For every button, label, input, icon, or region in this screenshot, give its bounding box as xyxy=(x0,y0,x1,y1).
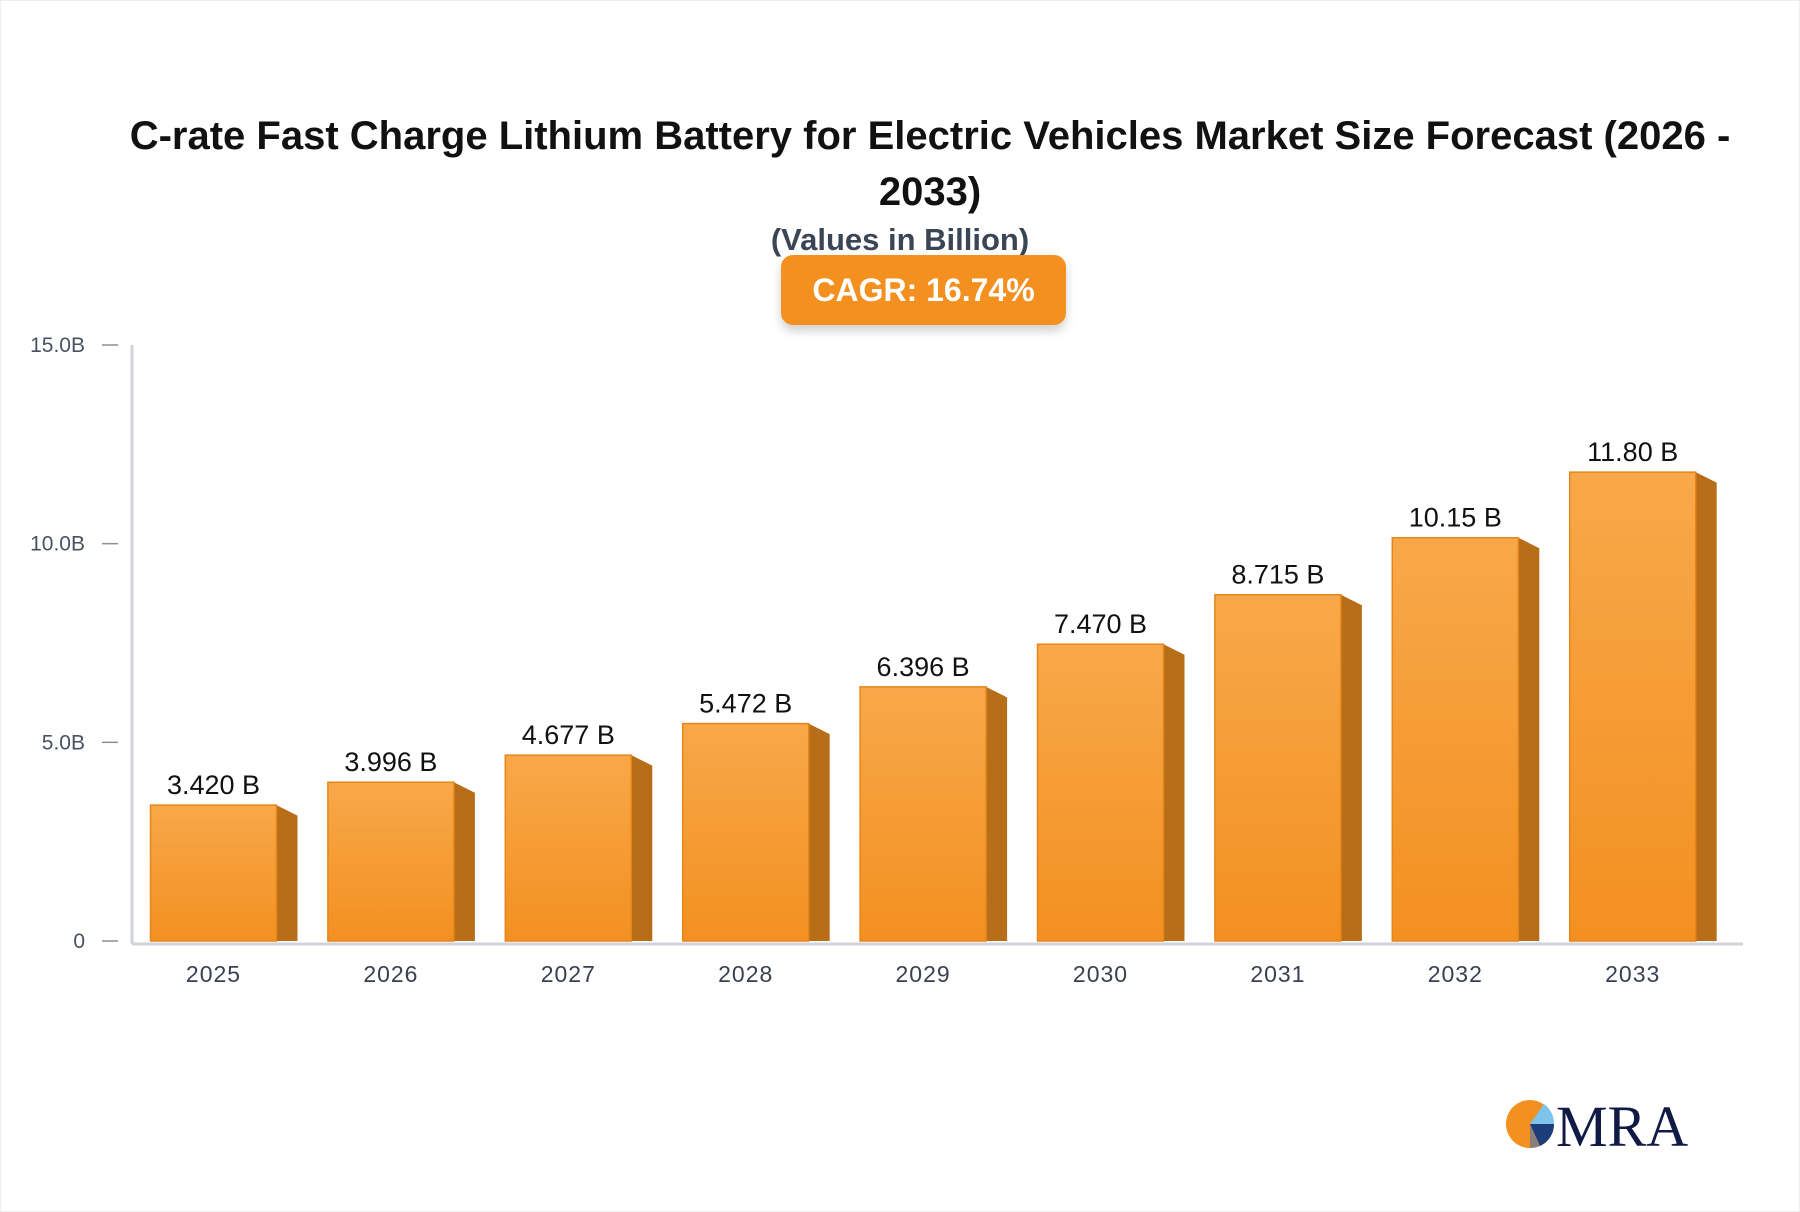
bar xyxy=(1391,536,1520,942)
bar-side xyxy=(631,755,653,941)
mra-logo: MRA xyxy=(1504,1092,1704,1154)
bar xyxy=(1568,471,1697,942)
bar-side xyxy=(986,686,1008,941)
logo-text: MRA xyxy=(1556,1094,1688,1154)
data-label: 3.420 B xyxy=(167,770,260,800)
bar-side xyxy=(453,782,475,941)
chart-title: C-rate Fast Charge Lithium Battery for E… xyxy=(129,114,1731,214)
logo-pie-icon: MRA xyxy=(1506,1094,1688,1154)
bar-side xyxy=(1163,644,1185,941)
data-label: 10.15 B xyxy=(1409,503,1502,533)
data-label: 8.715 B xyxy=(1231,560,1324,590)
cagr-badge: CAGR: 16.74% xyxy=(781,255,1066,325)
x-tick-label: 2032 xyxy=(1428,961,1483,987)
data-label: 6.396 B xyxy=(877,652,970,682)
y-tick-label: 5.0B xyxy=(42,731,85,754)
y-tick-label: 10.0B xyxy=(30,533,85,556)
bar-side xyxy=(808,723,830,941)
data-label: 11.80 B xyxy=(1587,437,1678,467)
x-tick-label: 2033 xyxy=(1605,961,1660,987)
bar xyxy=(1214,593,1342,942)
x-tick-label: 2030 xyxy=(1073,961,1128,987)
bar xyxy=(681,722,810,942)
x-tick-label: 2026 xyxy=(363,961,418,987)
data-label: 5.472 B xyxy=(699,689,792,719)
x-tick-label: 2027 xyxy=(541,961,596,987)
chart-subtitle: (Values in Billion) xyxy=(770,222,1030,257)
data-label: 4.677 B xyxy=(522,720,615,750)
x-tick-label: 2029 xyxy=(896,961,951,987)
bar xyxy=(504,754,633,942)
x-tick-label: 2025 xyxy=(186,961,241,987)
bar-side xyxy=(1695,472,1717,941)
x-tick-label: 2031 xyxy=(1250,961,1305,987)
y-tick-label: 0 xyxy=(73,930,85,953)
bar-side xyxy=(1518,537,1540,941)
bar-side xyxy=(276,805,298,941)
bar xyxy=(1036,643,1165,942)
bar xyxy=(327,781,455,942)
data-label: 7.470 B xyxy=(1054,609,1147,639)
x-tick-label: 2028 xyxy=(718,961,773,987)
data-label: 3.996 B xyxy=(344,747,437,777)
bar xyxy=(859,686,987,942)
bar-side xyxy=(1340,594,1362,941)
bar xyxy=(149,804,278,942)
y-tick-label: 15.0B xyxy=(30,334,85,357)
